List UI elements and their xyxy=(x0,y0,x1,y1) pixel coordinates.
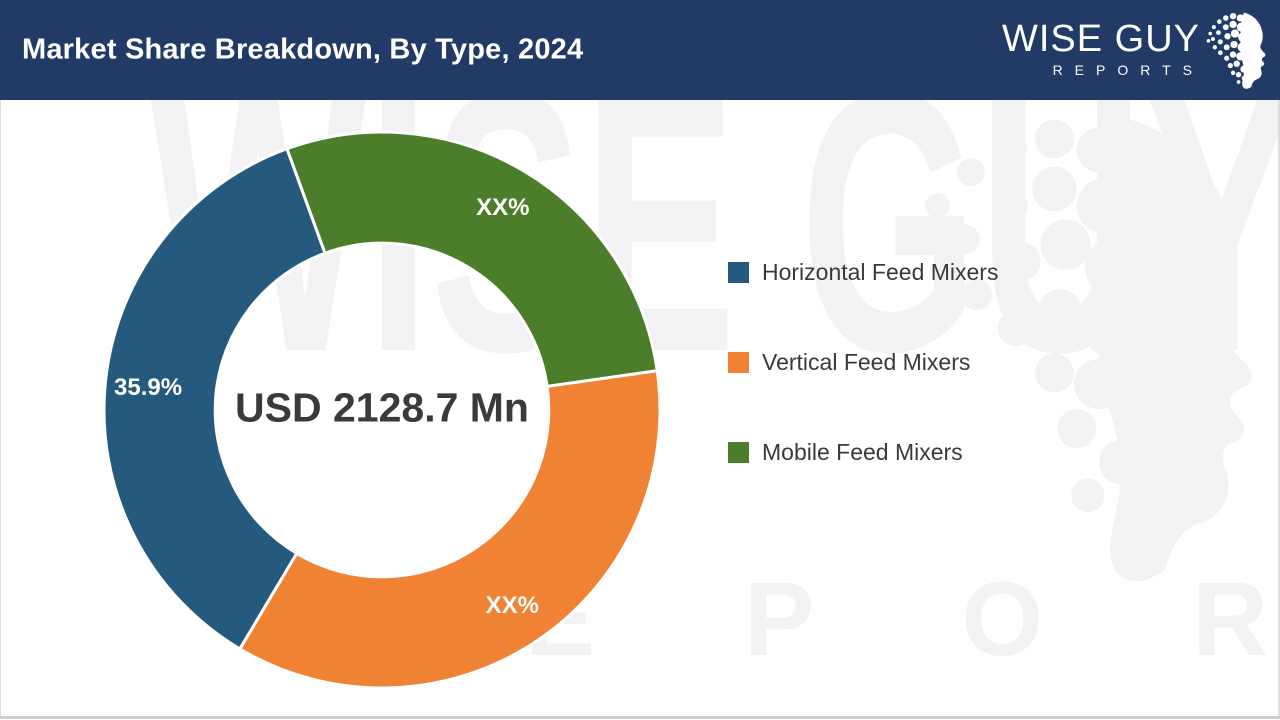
donut-center-value: USD 2128.7 Mn xyxy=(235,384,529,431)
page-title: Market Share Breakdown, By Type, 2024 xyxy=(22,33,584,66)
legend-label: Horizontal Feed Mixers xyxy=(762,258,999,285)
legend-item-horizontal: Horizontal Feed Mixers xyxy=(728,258,998,286)
face-profile-icon xyxy=(1206,12,1266,89)
slice-label-vertical: XX% xyxy=(485,591,539,619)
legend-label: Mobile Feed Mixers xyxy=(762,438,963,465)
slice-label-mobile: XX% xyxy=(476,194,530,222)
donut-slice-2 xyxy=(102,146,327,651)
legend-swatch-orange-icon xyxy=(728,351,749,373)
bottom-border xyxy=(0,716,1280,719)
legend-label: Vertical Feed Mixers xyxy=(762,348,971,375)
chart-legend: Horizontal Feed Mixers Vertical Feed Mix… xyxy=(728,258,998,528)
header-bar: Market Share Breakdown, By Type, 2024 WI… xyxy=(0,0,1280,100)
logo-wordmark: WISE GUY xyxy=(1001,18,1200,60)
slice-label-horizontal: 35.9% xyxy=(114,373,183,401)
legend-swatch-green-icon xyxy=(728,441,749,463)
left-border xyxy=(0,100,1,716)
donut-slice-0 xyxy=(284,130,659,389)
legend-item-mobile: Mobile Feed Mixers xyxy=(728,438,998,466)
watermark-face-icon xyxy=(925,116,1252,582)
logo-subtitle: REPORTS xyxy=(1052,62,1204,78)
legend-swatch-blue-icon xyxy=(728,261,749,283)
donut-slice-1 xyxy=(237,369,662,690)
right-border xyxy=(1278,100,1280,716)
wise-guy-logo: WISE GUY REPORTS xyxy=(1002,6,1266,94)
legend-item-vertical: Vertical Feed Mixers xyxy=(728,348,998,376)
